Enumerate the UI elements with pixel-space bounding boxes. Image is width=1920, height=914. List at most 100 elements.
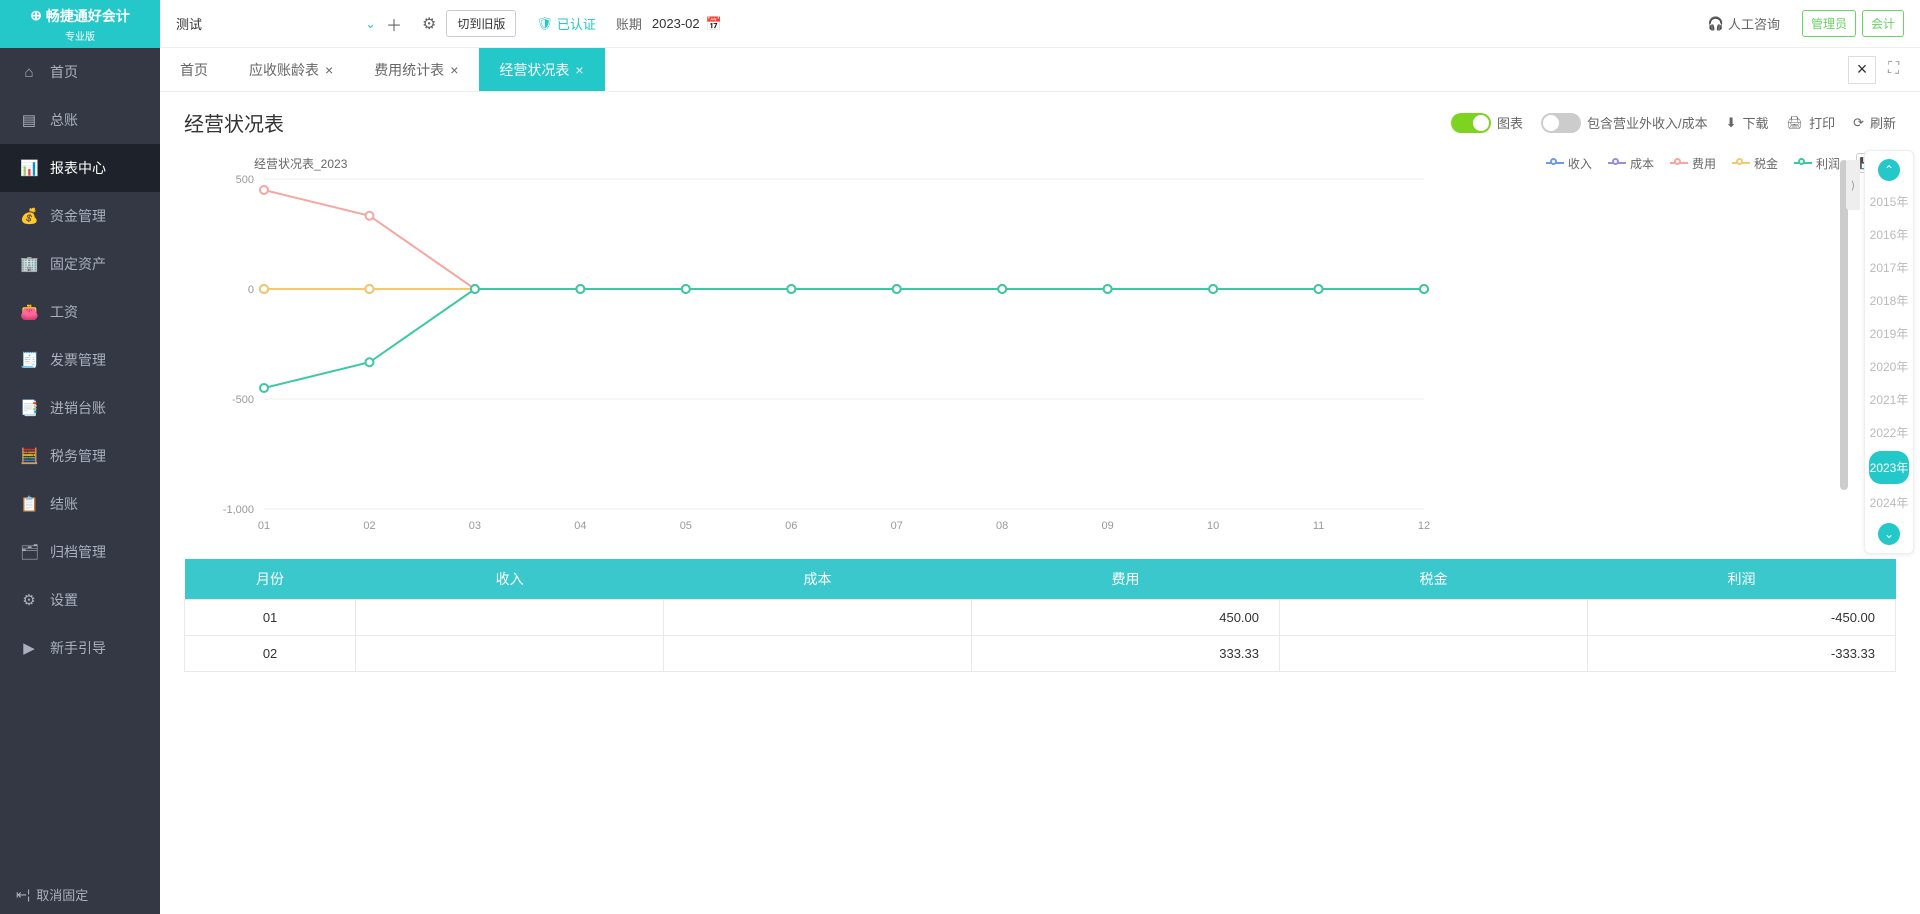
sidebar-item-7[interactable]: 📑进销台账 xyxy=(0,384,160,432)
legend-marker-0 xyxy=(1546,162,1564,164)
legend-item-2[interactable]: 费用 xyxy=(1670,155,1716,172)
tab-close-1[interactable]: × xyxy=(325,62,333,78)
svg-text:10: 10 xyxy=(1207,520,1219,532)
tab-2[interactable]: 费用统计表 × xyxy=(354,48,479,91)
table-cell-1-4 xyxy=(1280,636,1588,672)
toggle-chart-wrap: 图表 xyxy=(1451,113,1523,133)
legend-label-3: 税金 xyxy=(1754,155,1778,172)
tab-close-2[interactable]: × xyxy=(450,62,458,78)
year-item-0[interactable]: 2015年 xyxy=(1865,185,1913,218)
sidebar-item-2[interactable]: 📊报表中心 xyxy=(0,144,160,192)
tab-1[interactable]: 应收账龄表 × xyxy=(229,48,354,91)
year-item-4[interactable]: 2019年 xyxy=(1865,317,1913,350)
legend-item-3[interactable]: 税金 xyxy=(1732,155,1778,172)
year-item-6[interactable]: 2021年 xyxy=(1865,383,1913,416)
sidebar-item-0[interactable]: ⌂首页 xyxy=(0,48,160,96)
year-item-7[interactable]: 2022年 xyxy=(1865,416,1913,449)
close-all-tabs[interactable]: × xyxy=(1848,56,1876,84)
sidebar-item-1[interactable]: ▤总账 xyxy=(0,96,160,144)
svg-text:12: 12 xyxy=(1418,520,1430,532)
sidebar-unpin[interactable]: ⇤¦ 取消固定 xyxy=(0,875,160,914)
sidebar-item-10[interactable]: 🗂归档管理 xyxy=(0,528,160,576)
legend-item-0[interactable]: 收入 xyxy=(1546,155,1592,172)
year-rail: ⌃ 2015年2016年2017年2018年2019年2020年2021年202… xyxy=(1864,150,1914,554)
sidebar-icon-6: 🧾 xyxy=(20,351,38,369)
support-button[interactable]: 🎧 人工咨询 xyxy=(1708,14,1780,33)
table-cell-1-1 xyxy=(356,636,664,672)
calendar-icon[interactable]: 📅 xyxy=(706,16,722,32)
sidebar-item-6[interactable]: 🧾发票管理 xyxy=(0,336,160,384)
refresh-button[interactable]: ⟳ 刷新 xyxy=(1853,113,1896,132)
old-version-button[interactable]: 切到旧版 xyxy=(446,10,516,37)
legend-item-4[interactable]: 利润 xyxy=(1794,155,1840,172)
year-item-2[interactable]: 2017年 xyxy=(1865,251,1913,284)
legend-item-1[interactable]: 成本 xyxy=(1608,155,1654,172)
svg-text:11: 11 xyxy=(1313,520,1324,532)
download-label: 下载 xyxy=(1743,113,1769,132)
company-selector[interactable]: 测试 ⌄ xyxy=(176,14,376,33)
tab-3[interactable]: 经营状况表 × xyxy=(479,48,604,91)
svg-text:03: 03 xyxy=(469,520,481,532)
download-button[interactable]: ⬇ 下载 xyxy=(1726,113,1769,132)
sidebar-icon-4: 🏢 xyxy=(20,255,38,273)
page-title: 经营状况表 xyxy=(184,108,284,137)
svg-text:-1,000: -1,000 xyxy=(223,504,254,516)
tab-label-1: 应收账龄表 xyxy=(249,60,319,80)
table-row: 01450.00-450.00 xyxy=(185,600,1896,636)
role-accountant-button[interactable]: 会计 xyxy=(1862,10,1904,37)
sidebar-label-8: 税务管理 xyxy=(50,446,106,466)
sidebar-item-3[interactable]: 💰资金管理 xyxy=(0,192,160,240)
print-label: 打印 xyxy=(1809,113,1835,132)
headset-icon: 🎧 xyxy=(1708,16,1724,32)
sidebar-icon-11: ⚙ xyxy=(20,591,38,609)
sidebar-unpin-label: 取消固定 xyxy=(36,885,88,904)
sidebar-item-11[interactable]: ⚙设置 xyxy=(0,576,160,624)
year-item-9[interactable]: 2024年 xyxy=(1865,486,1913,519)
legend-marker-3 xyxy=(1732,162,1750,164)
legend-label-0: 收入 xyxy=(1568,155,1592,172)
legend-marker-2 xyxy=(1670,162,1688,164)
sidebar-icon-8: 🧮 xyxy=(20,447,38,465)
year-scroll-down[interactable]: ⌄ xyxy=(1878,523,1900,545)
table-cell-1-2 xyxy=(664,636,972,672)
sidebar-item-5[interactable]: 👛工资 xyxy=(0,288,160,336)
svg-text:09: 09 xyxy=(1102,520,1114,532)
role-admin-button[interactable]: 管理员 xyxy=(1802,10,1856,37)
table-cell-0-4 xyxy=(1280,600,1588,636)
table-cell-1-3: 333.33 xyxy=(972,636,1280,672)
legend-marker-1 xyxy=(1608,162,1626,164)
svg-text:500: 500 xyxy=(236,174,254,186)
year-scroll-up[interactable]: ⌃ xyxy=(1878,159,1900,181)
table-cell-0-5: -450.00 xyxy=(1587,600,1895,636)
sidebar-item-4[interactable]: 🏢固定资产 xyxy=(0,240,160,288)
tab-label-3: 经营状况表 xyxy=(499,60,569,80)
table-cell-0-3: 450.00 xyxy=(972,600,1280,636)
company-name: 测试 xyxy=(176,14,202,33)
year-item-1[interactable]: 2016年 xyxy=(1865,218,1913,251)
year-item-8[interactable]: 2023年 xyxy=(1869,451,1909,484)
chart-wrap: 经营状况表_2023 收入成本费用税金利润💾 -1,000-5000500010… xyxy=(184,149,1896,539)
year-item-3[interactable]: 2018年 xyxy=(1865,284,1913,317)
brand-edition: 专业版 xyxy=(65,28,95,43)
print-button[interactable]: 🖨 打印 xyxy=(1787,113,1836,132)
print-icon: 🖨 xyxy=(1787,115,1804,131)
year-item-5[interactable]: 2020年 xyxy=(1865,350,1913,383)
sidebar-item-8[interactable]: 🧮 税务管理 xyxy=(0,432,160,480)
sidebar-item-12[interactable]: ▶新手引导 xyxy=(0,624,160,672)
sidebar-item-9[interactable]: 📋结账 xyxy=(0,480,160,528)
toggle-extra[interactable] xyxy=(1541,113,1581,133)
chart-title: 经营状况表_2023 xyxy=(254,155,347,172)
pin-icon: ⇤¦ xyxy=(16,887,30,903)
side-collapse-handle[interactable]: ⟩ xyxy=(1846,160,1860,210)
tabs-right-actions: × ⛶ xyxy=(1836,48,1920,91)
toggle-chart[interactable] xyxy=(1451,113,1491,133)
settings-icon[interactable]: ⚙ xyxy=(422,14,436,34)
fullscreen-icon[interactable]: ⛶ xyxy=(1888,60,1908,80)
toggle-chart-label: 图表 xyxy=(1497,113,1523,132)
add-icon[interactable]: ＋ xyxy=(386,12,402,36)
tab-close-3[interactable]: × xyxy=(575,62,583,78)
legend-marker-4 xyxy=(1794,162,1812,164)
tab-label-2: 费用统计表 xyxy=(374,60,444,80)
sidebar-icon-3: 💰 xyxy=(20,207,38,225)
tab-0[interactable]: 首页 xyxy=(160,48,229,91)
